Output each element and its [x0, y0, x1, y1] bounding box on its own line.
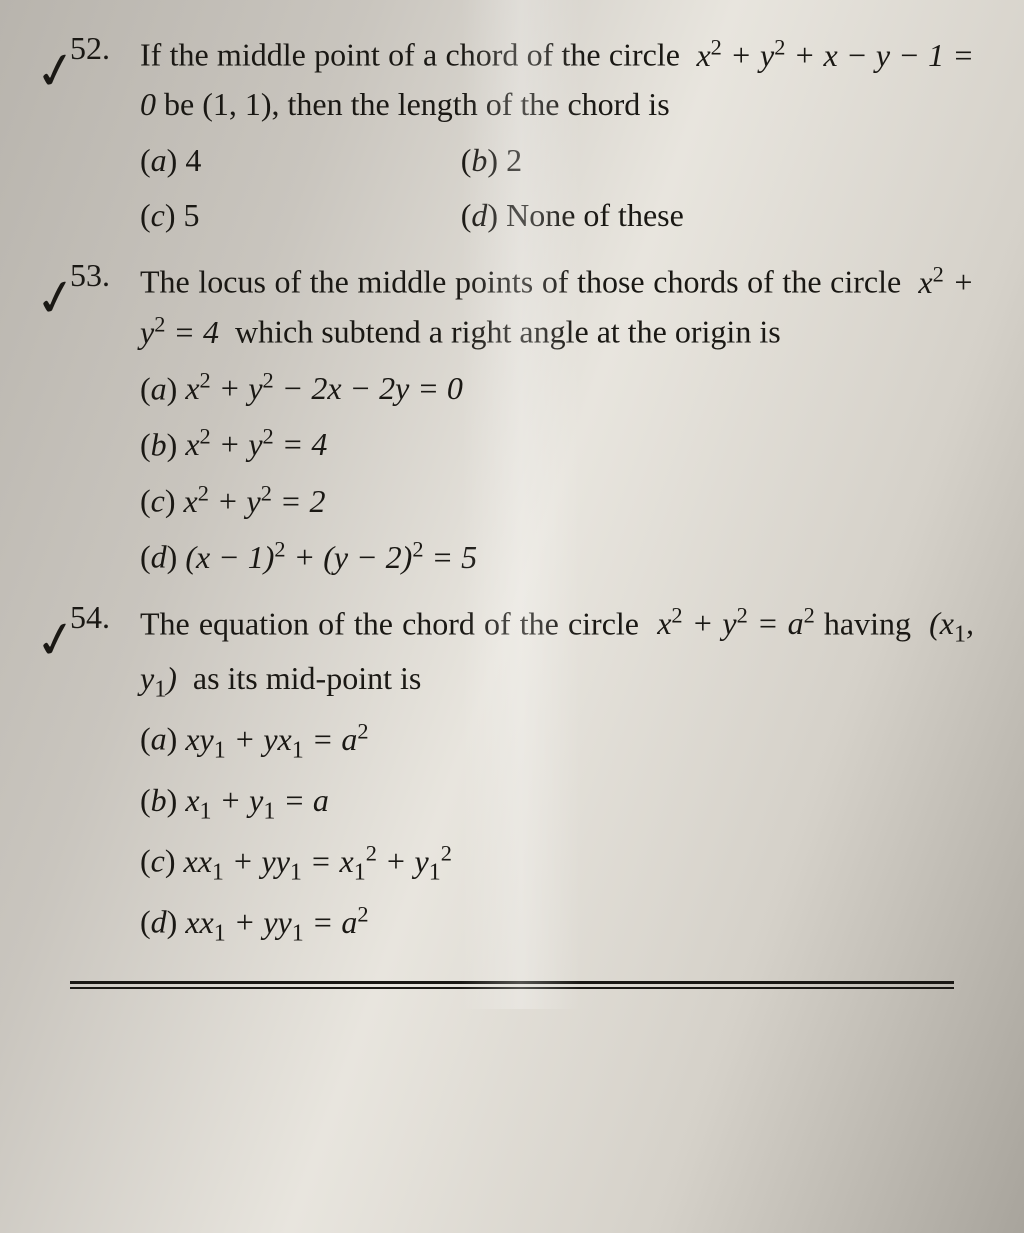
q54-number: 54. — [70, 599, 110, 635]
q54-options: (a) xy1 + yx1 = a2 (b) x1 + y1 = a (c) x… — [140, 714, 974, 952]
q54-opt-c: (c) xx1 + yy1 = x12 + y12 — [140, 836, 974, 891]
q53-stem-part1: The locus of the middle points of those … — [140, 264, 822, 300]
q54-opt-b: (b) x1 + y1 = a — [140, 776, 974, 831]
question-body: If the middle point of a chord of the ci… — [140, 30, 974, 241]
q54-opt-a: (a) xy1 + yx1 = a2 — [140, 714, 974, 769]
question-54: ✓ 54. The equation of the chord of the c… — [70, 599, 974, 953]
question-number: ✓ 52. — [70, 30, 140, 241]
q54-opt-d: (d) xx1 + yy1 = a2 — [140, 897, 974, 952]
q54-stem-part2: having — [824, 605, 911, 641]
q52-opt-a: (a) 4 — [140, 136, 461, 186]
q53-stem-part4: origin is — [675, 314, 781, 350]
question-number: ✓ 54. — [70, 599, 140, 953]
q52-opt-b-text: 2 — [506, 142, 522, 178]
q52-opt-c: (c) 5 — [140, 191, 461, 241]
q53-stem-part2: circle — [830, 264, 901, 300]
q52-stem-part3: is — [648, 86, 669, 122]
q52-opt-a-text: 4 — [185, 142, 201, 178]
q53-number: 53. — [70, 257, 110, 293]
q53-stem: The locus of the middle points of those … — [140, 257, 974, 358]
q52-opt-b: (b) 2 — [461, 136, 974, 186]
q53-stem-part3: which subtend a right angle at the — [235, 314, 667, 350]
q54-stem: The equation of the chord of the circle … — [140, 599, 974, 709]
q54-stem-part3: as its mid-point is — [193, 660, 421, 696]
q52-opt-d: (d) None of these — [461, 191, 974, 241]
q54-math-1: x2 + y2 = a2 — [657, 605, 815, 641]
question-body: The locus of the middle points of those … — [140, 257, 974, 583]
q52-opt-d-text: None of these — [506, 197, 684, 233]
q52-opt-c-text: 5 — [184, 197, 200, 233]
q52-number: 52. — [70, 30, 110, 66]
q52-stem-part2: be (1, 1), then the length of the chord — [164, 86, 640, 122]
q54-stem-part1: The equation of the chord of the circle — [140, 605, 639, 641]
bottom-rules — [70, 981, 974, 989]
question-52: ✓ 52. If the middle point of a chord of … — [70, 30, 974, 241]
q52-options: (a) 4 (b) 2 (c) 5 (d) None of these — [140, 136, 974, 241]
page: ✓ 52. If the middle point of a chord of … — [0, 0, 1024, 1009]
q53-opt-c: (c) x2 + y2 = 2 — [140, 476, 974, 526]
question-number: ✓ 53. — [70, 257, 140, 583]
q53-opt-a: (a) x2 + y2 − 2x − 2y = 0 — [140, 364, 974, 414]
q52-stem-part1: If the middle point of a chord of the ci… — [140, 37, 680, 73]
rule-thin — [70, 987, 954, 989]
question-53: ✓ 53. The locus of the middle points of … — [70, 257, 974, 583]
q53-options: (a) x2 + y2 − 2x − 2y = 0 (b) x2 + y2 = … — [140, 364, 974, 583]
q53-opt-d: (d) (x − 1)2 + (y − 2)2 = 5 — [140, 532, 974, 582]
q53-opt-b: (b) x2 + y2 = 4 — [140, 420, 974, 470]
question-body: The equation of the chord of the circle … — [140, 599, 974, 953]
q52-stem: If the middle point of a chord of the ci… — [140, 30, 974, 130]
rule-thick — [70, 981, 954, 984]
